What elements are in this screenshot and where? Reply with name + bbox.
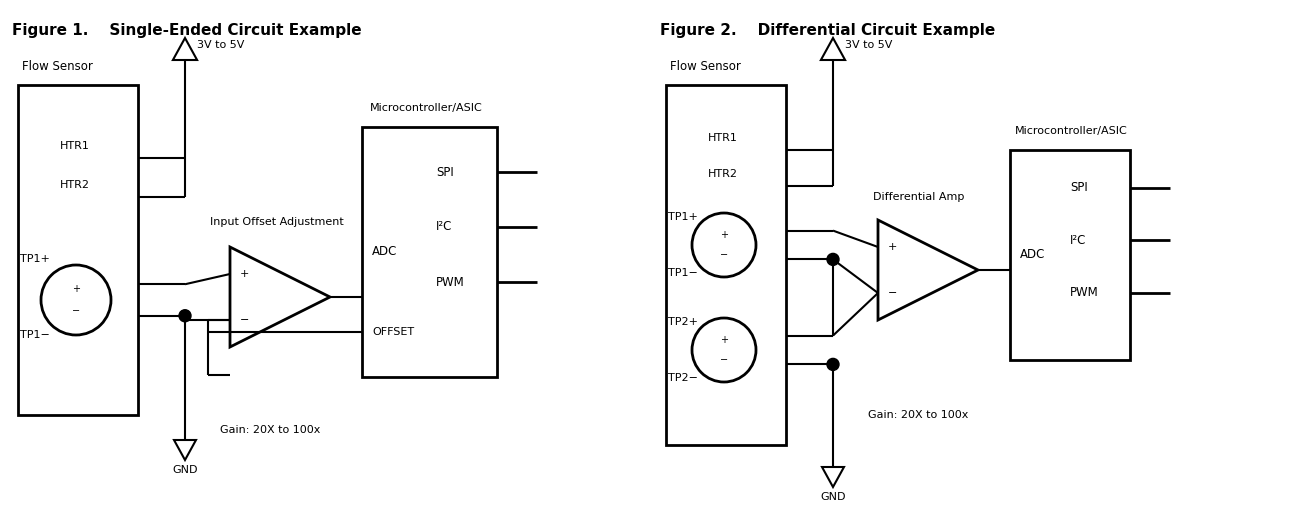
Text: +: + [888, 242, 897, 252]
Text: −: − [888, 288, 897, 298]
Text: OFFSET: OFFSET [372, 327, 415, 337]
Text: Microcontroller/ASIC: Microcontroller/ASIC [369, 103, 482, 113]
Circle shape [827, 359, 839, 370]
Circle shape [179, 310, 191, 322]
Text: Differential Amp: Differential Amp [874, 192, 964, 202]
Bar [18, 85, 137, 415]
Text: Gain: 20X to 100x: Gain: 20X to 100x [868, 410, 968, 420]
Text: Figure 1.    Single-Ended Circuit Example: Figure 1. Single-Ended Circuit Example [12, 23, 362, 38]
Text: GND: GND [820, 492, 846, 502]
Text: HTR2: HTR2 [60, 180, 89, 190]
Text: HTR1: HTR1 [60, 140, 89, 150]
Text: ADC: ADC [1020, 248, 1046, 262]
Text: ADC: ADC [372, 245, 398, 259]
Text: +: + [73, 284, 80, 294]
Text: SPI: SPI [437, 166, 454, 178]
Bar [666, 85, 785, 445]
Text: −: − [240, 315, 249, 325]
Text: TP1−: TP1− [667, 268, 697, 278]
Text: PWM: PWM [437, 276, 465, 288]
Text: GND: GND [172, 465, 198, 475]
Text: −: − [721, 250, 728, 260]
Text: Input Offset Adjustment: Input Offset Adjustment [210, 217, 343, 227]
Bar [362, 127, 496, 377]
Text: I²C: I²C [1070, 234, 1086, 247]
Text: Microcontroller/ASIC: Microcontroller/ASIC [1015, 126, 1128, 136]
Text: TP2−: TP2− [667, 373, 699, 383]
Bar [1010, 150, 1130, 360]
Text: TP1+: TP1+ [667, 212, 697, 222]
Text: I²C: I²C [437, 221, 452, 233]
Text: +: + [721, 230, 728, 240]
Text: Flow Sensor: Flow Sensor [22, 60, 93, 73]
Text: TP2+: TP2+ [667, 317, 699, 327]
Text: HTR1: HTR1 [708, 133, 737, 143]
Text: TP1−: TP1− [19, 329, 49, 339]
Text: PWM: PWM [1070, 286, 1099, 299]
Text: +: + [721, 335, 728, 345]
Text: TP1+: TP1+ [19, 255, 49, 265]
Text: HTR2: HTR2 [708, 169, 737, 179]
Text: Figure 2.    Differential Circuit Example: Figure 2. Differential Circuit Example [660, 23, 995, 38]
Text: −: − [721, 355, 728, 365]
Text: Gain: 20X to 100x: Gain: 20X to 100x [220, 425, 320, 435]
Text: 3V to 5V: 3V to 5V [197, 40, 245, 50]
Text: +: + [240, 269, 249, 279]
Text: −: − [73, 306, 80, 316]
Circle shape [827, 254, 839, 266]
Text: 3V to 5V: 3V to 5V [845, 40, 893, 50]
Text: Flow Sensor: Flow Sensor [670, 60, 741, 73]
Text: SPI: SPI [1070, 181, 1087, 194]
